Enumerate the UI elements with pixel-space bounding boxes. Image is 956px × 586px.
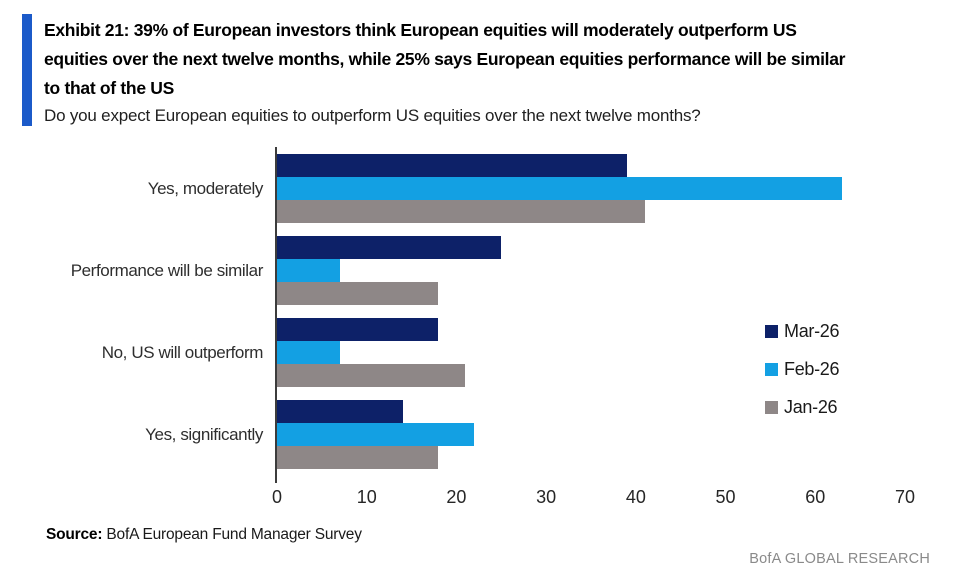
legend-item-feb-26: Feb-26 [765,357,840,381]
bar-feb-26-yes-significantly [277,423,475,446]
bar-mar-26-no-us-will-outperform [277,318,439,341]
source-line: Source: BofA European Fund Manager Surve… [46,526,362,544]
title-line-2: equities over the next twelve months, wh… [44,49,846,69]
bar-plot-area [277,151,905,481]
chart-question-subtitle: Do you expect European equities to outpe… [44,106,701,125]
legend-swatch-icon [765,362,778,376]
bar-mar-26-performance-will-be-similar [277,236,502,259]
bar-group [277,154,905,223]
x-tick-label: 0 [271,487,283,507]
bar-jan-26-performance-will-be-similar [277,282,439,305]
bar-feb-26-performance-will-be-similar [277,259,340,282]
x-tick-label: 70 [894,487,916,507]
x-tick-label: 50 [715,487,736,507]
bar-mar-26-yes-significantly [277,400,403,423]
bar-feb-26-yes-moderately [277,177,843,200]
y-axis-line [275,147,277,483]
bofa-global-research-brand: BofA GLOBAL RESEARCH [749,551,930,567]
category-label: Yes, significantly [145,424,263,444]
chart-legend: Mar-26 Feb-26 Jan-26 [765,319,840,433]
x-axis-tick-labels: 0 10 20 30 40 50 60 70 [272,487,915,511]
category-labels: Yes, moderately Performance will be simil… [0,151,264,481]
title-line-1: Exhibit 21: 39% of European investors th… [44,20,797,40]
legend-label: Jan-26 [784,396,838,417]
bar-group [277,318,905,387]
bar-feb-26-no-us-will-outperform [277,341,340,364]
x-tick-label: 30 [536,487,557,507]
bar-jan-26-yes-moderately [277,200,645,223]
legend-label: Feb-26 [784,358,840,379]
legend-swatch-icon [765,400,778,414]
x-tick-label: 10 [356,487,377,507]
x-tick-label: 20 [446,487,467,507]
bar-jan-26-yes-significantly [277,446,439,469]
x-tick-label: 40 [625,487,646,507]
legend-item-mar-26: Mar-26 [765,319,840,343]
bar-jan-26-no-us-will-outperform [277,364,466,387]
source-label: Source: [46,526,103,543]
category-label: No, US will outperform [101,342,264,362]
exhibit-title: Exhibit 21: 39% of European investors th… [44,16,946,103]
title-line-3: to that of the US [44,78,175,98]
legend-item-jan-26: Jan-26 [765,395,839,419]
category-label: Performance will be similar [70,260,264,280]
legend-label: Mar-26 [784,320,840,341]
bar-group [277,400,905,469]
bar-mar-26-yes-moderately [277,154,627,177]
category-label: Yes, moderately [147,178,264,198]
legend-swatch-icon [765,324,778,338]
bar-group [277,236,905,305]
exhibit-accent-bar [22,14,32,126]
source-text: BofA European Fund Manager Survey [106,526,362,543]
x-tick-label: 60 [805,487,826,507]
